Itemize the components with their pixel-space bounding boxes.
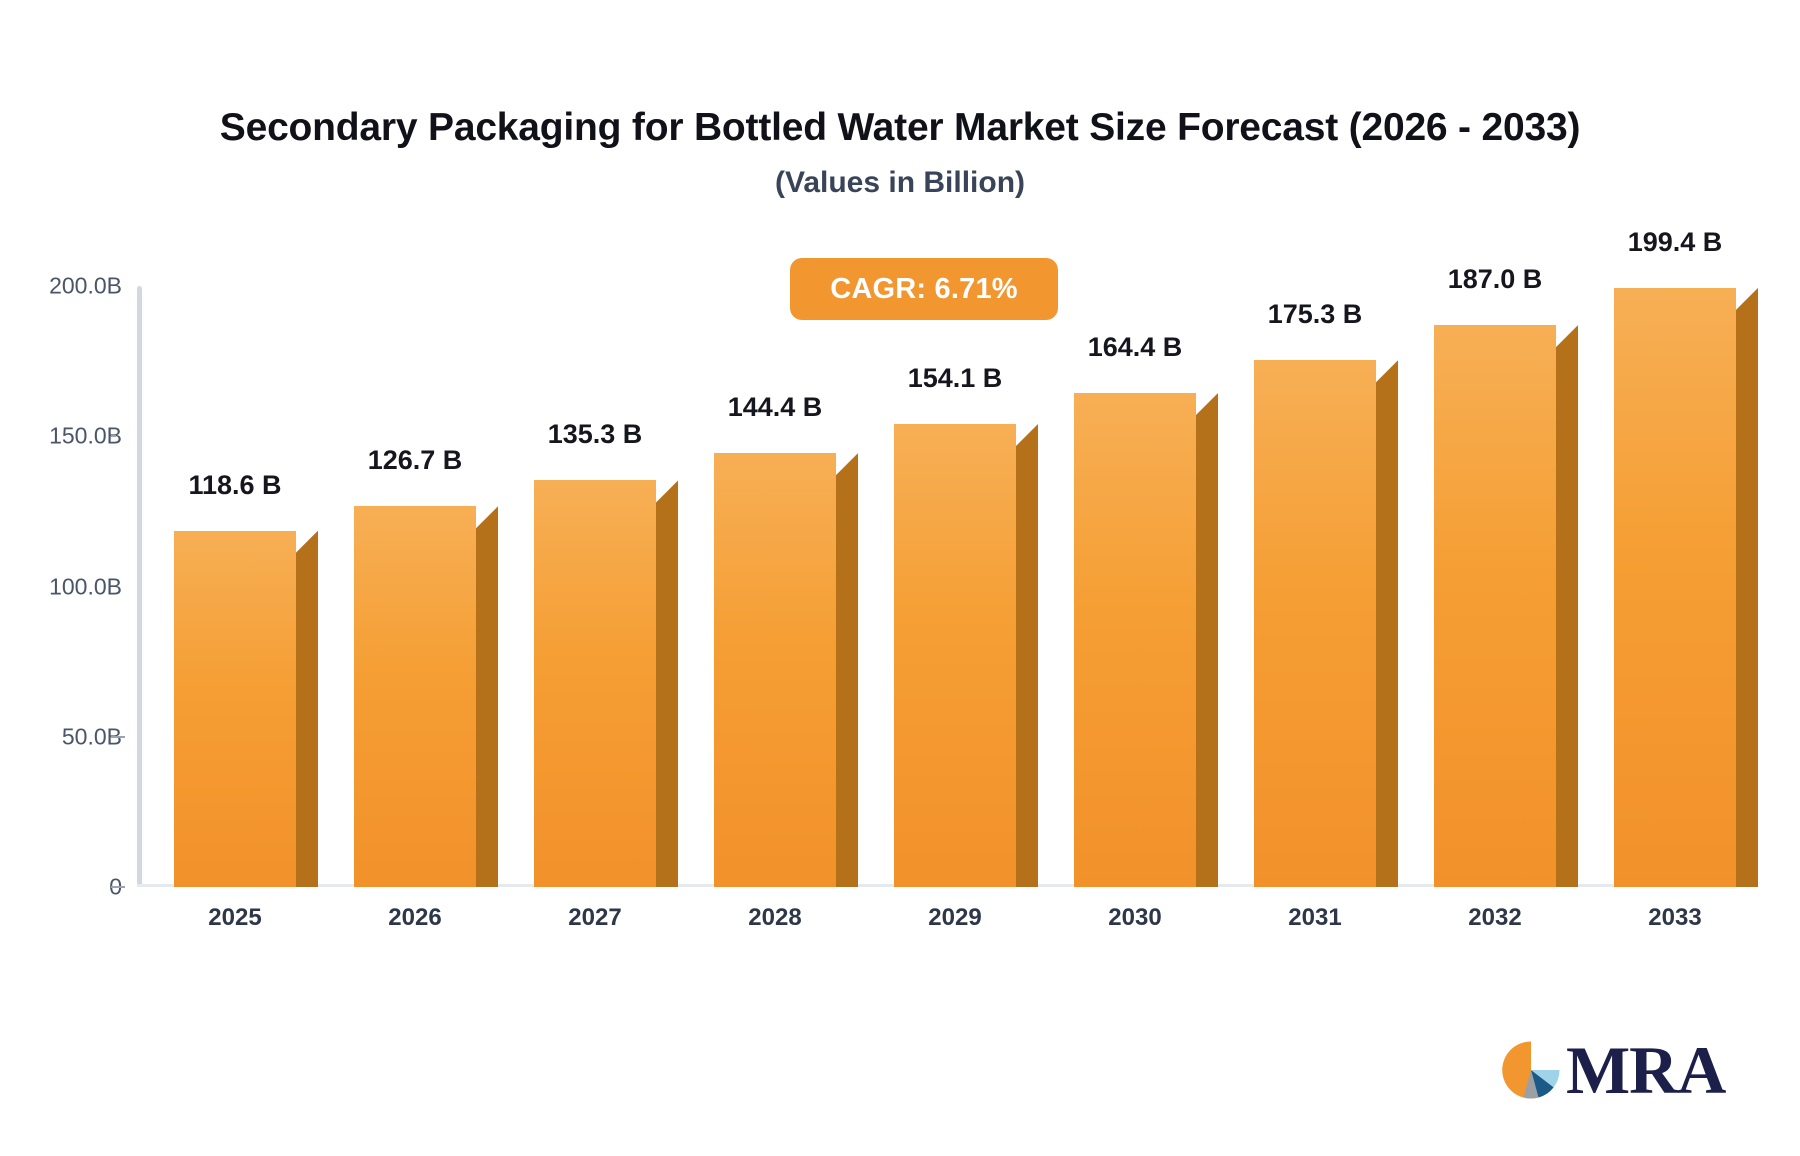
bar-side-face — [836, 453, 858, 887]
y-axis-tick-mark — [111, 886, 125, 888]
bar-value-label: 154.1 B — [907, 362, 1003, 393]
y-axis-tick-label: 100.0B — [49, 573, 122, 599]
logo-text: MRA — [1566, 1032, 1726, 1108]
bar-front-face — [174, 530, 296, 887]
x-axis-label-2031: 2031 — [1288, 904, 1342, 931]
bar-2028: 144.4 B — [714, 392, 858, 887]
bar-value-label: 175.3 B — [1267, 299, 1363, 330]
bar-value-label: 187.0 B — [1447, 264, 1543, 295]
bar-side-face — [1196, 392, 1218, 887]
page-title: Secondary Packaging for Bottled Water Ma… — [219, 106, 1581, 149]
bar-front-face — [1434, 325, 1556, 887]
x-axis-label-2032: 2032 — [1468, 904, 1522, 931]
bar-side-face — [1376, 360, 1398, 887]
x-axis-label-2028: 2028 — [748, 904, 802, 931]
x-axis-label-2033: 2033 — [1648, 904, 1702, 931]
bar-side-face — [476, 506, 498, 887]
y-axis-tick-mark — [111, 435, 116, 438]
bar-2031: 175.3 B — [1254, 299, 1398, 887]
bar-value-label: 126.7 B — [367, 445, 463, 476]
bar-front-face — [354, 506, 476, 887]
bar-2030: 164.4 B — [1074, 332, 1218, 887]
bar-2032: 187.0 B — [1434, 264, 1578, 887]
mra-logo: MRA — [1500, 1032, 1726, 1108]
title-block: Secondary Packaging for Bottled Water Ma… — [0, 106, 1800, 200]
x-axis-labels: 2025 2026 2027 2028 2029 2030 2031 2032 2033 — [137, 904, 1757, 944]
bar-value-label: 144.4 B — [727, 392, 823, 423]
y-axis-line — [137, 286, 142, 887]
y-axis-tick-label: 200.0B — [49, 272, 122, 299]
bar-2027: 135.3 B — [534, 419, 678, 887]
bar-side-face — [296, 530, 318, 887]
x-axis-label-2029: 2029 — [928, 904, 982, 931]
cagr-badge: CAGR: 6.71% — [790, 258, 1058, 320]
pie-chart-logo-icon — [1502, 1041, 1560, 1099]
bar-side-face — [1016, 423, 1038, 887]
y-axis-tick-label: 50.0B — [61, 723, 122, 750]
x-axis-label-2025: 2025 — [208, 904, 262, 931]
bar-front-face — [1614, 287, 1736, 887]
bar-front-face — [894, 423, 1016, 887]
bar-2033: 199.4 B — [1614, 227, 1758, 887]
x-axis-label-2026: 2026 — [388, 904, 442, 931]
y-axis-tick-label: 0 — [109, 873, 122, 900]
bar-side-face — [1556, 325, 1578, 887]
plot-area: 118.6 B 126.7 B 135.3 B 144.4 B 154.1 B 164.4… — [137, 227, 1758, 887]
y-axis-tick-mark — [111, 735, 125, 738]
bar-value-label: 118.6 B — [188, 469, 282, 500]
bar-value-label: 199.4 B — [1627, 226, 1723, 257]
bar-value-label: 135.3 B — [547, 419, 643, 450]
y-axis-tick-label: 150.0B — [49, 422, 122, 449]
cagr-badge-label: CAGR: 6.71% — [830, 272, 1018, 305]
bar-front-face — [1254, 360, 1376, 887]
bar-front-face — [534, 480, 656, 887]
bar-2026: 126.7 B — [354, 445, 498, 887]
bar-side-face — [656, 480, 678, 887]
bar-2025: 118.6 B — [174, 470, 318, 887]
bars-layer: 118.6 B 126.7 B 135.3 B 144.4 B 154.1 B 164.4… — [137, 227, 1758, 887]
bar-front-face — [714, 453, 836, 887]
bar-value-label: 164.4 B — [1087, 331, 1183, 362]
chart-subtitle: (Values in Billion) — [774, 165, 1026, 199]
x-axis-label-2030: 2030 — [1108, 904, 1162, 931]
x-axis-label-2027: 2027 — [568, 904, 622, 931]
bar-front-face — [1074, 392, 1196, 887]
bar-2029: 154.1 B — [894, 363, 1038, 887]
bar-side-face — [1736, 287, 1758, 887]
